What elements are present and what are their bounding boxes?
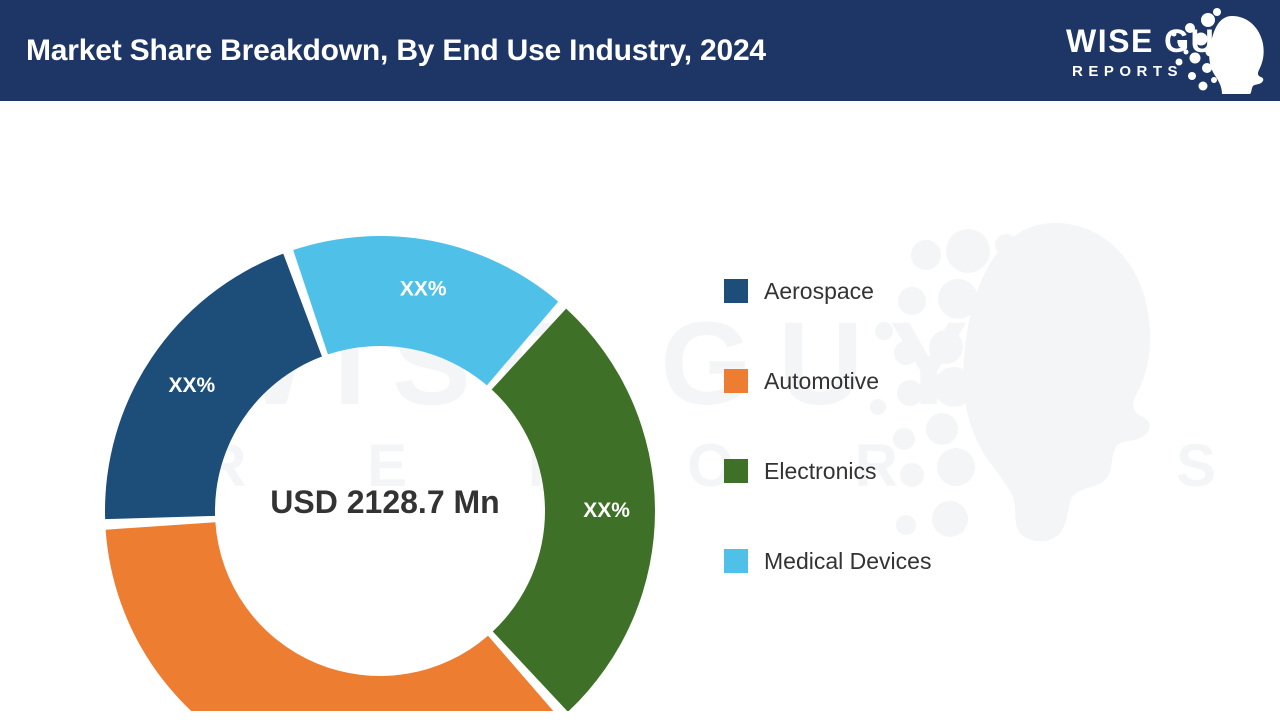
- legend-label-automotive: Automotive: [764, 367, 880, 394]
- slice-label-electronics: XX%: [583, 499, 630, 522]
- slice-label-automotive: 35.9%: [263, 709, 323, 711]
- page-title: Market Share Breakdown, By End Use Indus…: [26, 33, 766, 67]
- donut-slices: [105, 236, 655, 711]
- donut-chart: XX% XX% 35.9% XX%: [90, 111, 680, 711]
- legend-label-electronics: Electronics: [764, 457, 877, 484]
- legend-item-aerospace[interactable]: Aerospace: [724, 246, 1054, 336]
- svg-text:REPORTS: REPORTS: [1072, 63, 1183, 80]
- legend-label-medical-devices: Medical Devices: [764, 547, 932, 574]
- donut-slice-electronics[interactable]: [491, 308, 655, 711]
- donut-center-value: USD 2128.7 Mn: [270, 484, 500, 520]
- header-bar: Market Share Breakdown, By End Use Indus…: [0, 0, 1280, 101]
- donut-slice-aerospace[interactable]: [105, 253, 322, 520]
- legend-swatch-medical-devices: [724, 549, 748, 573]
- legend-label-aerospace: Aerospace: [764, 277, 874, 304]
- chart-legend: Aerospace Automotive Electronics Medical…: [724, 246, 1054, 606]
- donut-slice-automotive[interactable]: [105, 522, 560, 711]
- legend-item-medical-devices[interactable]: Medical Devices: [724, 516, 1054, 606]
- donut-slice-labels: XX% XX% 35.9% XX%: [168, 278, 630, 711]
- slice-label-aerospace: XX%: [168, 374, 215, 397]
- legend-swatch-electronics: [724, 459, 748, 483]
- legend-item-electronics[interactable]: Electronics: [724, 426, 1054, 516]
- slice-label-medical-devices: XX%: [400, 278, 447, 301]
- chart-area: WISE GUY R E P O R T S XX%XX%35.9%XX% US…: [0, 101, 1280, 720]
- legend-swatch-aerospace: [724, 279, 748, 303]
- wise-guy-reports-logo: WISE GUY REPORTS: [1062, 6, 1272, 96]
- donut-slice-medical-devices[interactable]: [293, 236, 559, 386]
- legend-item-automotive[interactable]: Automotive: [724, 336, 1054, 426]
- legend-swatch-automotive: [724, 369, 748, 393]
